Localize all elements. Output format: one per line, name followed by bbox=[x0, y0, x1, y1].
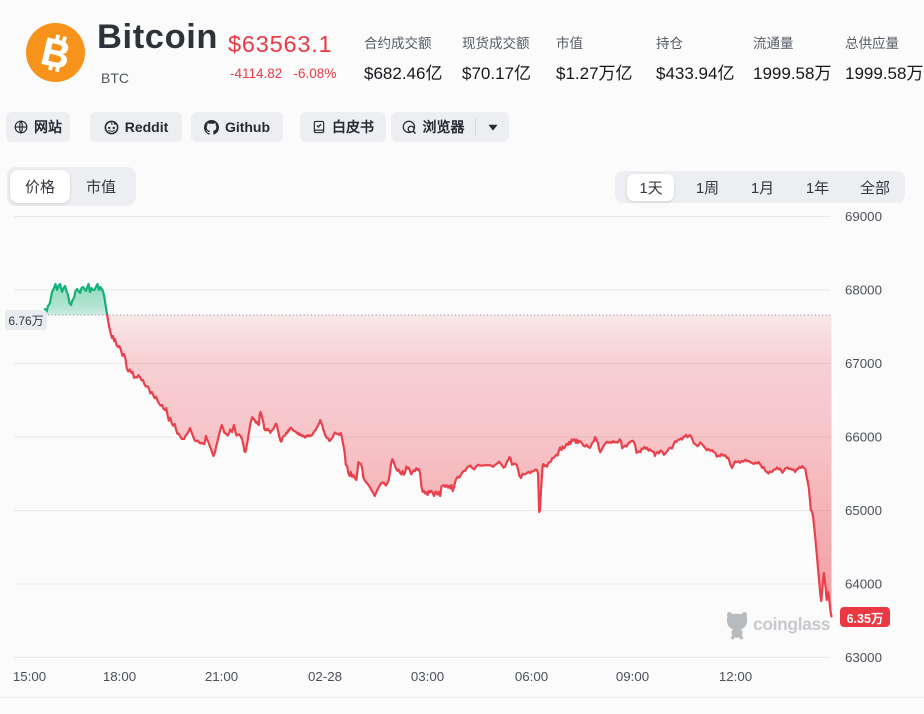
svg-text:64000: 64000 bbox=[845, 577, 882, 592]
svg-text:21:00: 21:00 bbox=[205, 669, 238, 684]
svg-text:09:00: 09:00 bbox=[616, 669, 649, 684]
svg-text:65000: 65000 bbox=[845, 503, 882, 518]
svg-text:02-28: 02-28 bbox=[308, 669, 342, 684]
svg-text:69000: 69000 bbox=[845, 209, 882, 224]
svg-text:03:00: 03:00 bbox=[411, 669, 444, 684]
svg-text:68000: 68000 bbox=[845, 283, 882, 298]
svg-text:63000: 63000 bbox=[845, 650, 882, 665]
svg-text:66000: 66000 bbox=[845, 430, 882, 445]
svg-text:15:00: 15:00 bbox=[13, 669, 46, 684]
svg-text:67000: 67000 bbox=[845, 356, 882, 371]
svg-text:18:00: 18:00 bbox=[103, 669, 136, 684]
svg-text:12:00: 12:00 bbox=[719, 669, 752, 684]
svg-text:06:00: 06:00 bbox=[515, 669, 548, 684]
